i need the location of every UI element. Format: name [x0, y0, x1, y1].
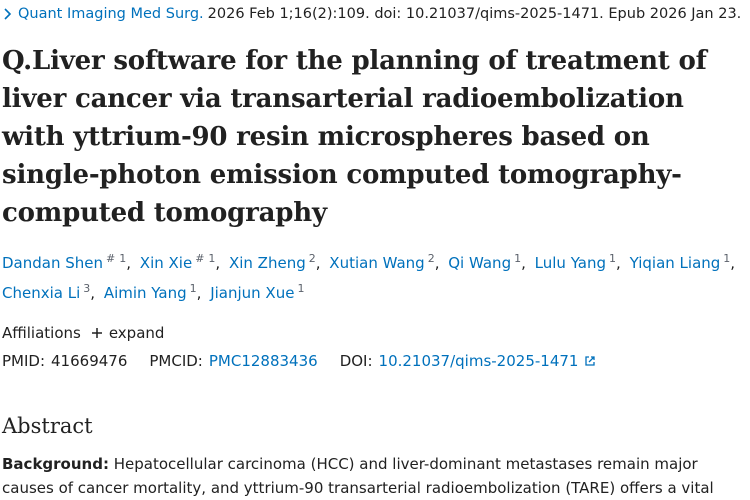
pmid: 41669476 [51, 352, 128, 370]
author-affiliation-marks: 2 [428, 252, 435, 265]
affiliations: Affiliations expand [2, 322, 748, 344]
author-affiliation-marks: 1 [190, 282, 197, 295]
author-affiliation-marks: 1 [723, 252, 730, 265]
pmcid-label: PMCID: [149, 352, 203, 370]
author: Jianjun Xue 1 [210, 282, 304, 302]
affiliation-mark[interactable]: 1 [609, 252, 617, 265]
chevron-icon [4, 8, 12, 20]
abstract-text: Hepatocellular carcinoma (HCC) and liver… [2, 455, 714, 497]
author: Xin Xie #1 [139, 252, 224, 272]
doi-label: DOI: [339, 352, 373, 370]
citation-details: 2026 Feb 1;16(2):109. doi: 10.21037/qims… [207, 6, 742, 22]
author-name[interactable]: Dandan Shen [2, 254, 104, 272]
body: Quant Imaging Med Surg. 2026 Feb 1;16(2)… [0, 4, 750, 500]
author-affiliation-marks: 1 [297, 282, 304, 295]
affiliation-mark[interactable]: # [106, 252, 116, 265]
abstract-paragraph: Background: Hepatocellular carcinoma (HC… [2, 452, 748, 500]
external-link-icon [585, 356, 596, 366]
expand-button[interactable]: expand [91, 322, 165, 344]
author-affiliation-marks: 1 [514, 252, 521, 265]
author: Xin Zheng 2 [228, 252, 325, 272]
article: Quant Imaging Med Surg. 2026 Feb 1;16(2)… [0, 4, 748, 500]
affiliation-mark[interactable]: 1 [208, 252, 216, 265]
author-name[interactable]: Lulu Yang [534, 254, 607, 272]
abstract-label: Background: [2, 455, 109, 473]
affiliation-mark[interactable]: 1 [189, 282, 197, 295]
author-affiliation-marks: 1 [609, 252, 616, 265]
pmcid-link[interactable]: PMC12883436 [208, 352, 318, 370]
author-name[interactable]: Jianjun Xue [210, 284, 295, 302]
author: Aimin Yang 1 [103, 282, 206, 302]
author-affiliation-marks: #1 [106, 252, 126, 265]
abstract-heading: Abstract [2, 414, 93, 438]
author: Xutian Wang 2 [329, 252, 443, 272]
affiliation-mark[interactable]: # [195, 252, 205, 265]
author-affiliation-marks: 2 [309, 252, 316, 265]
affiliation-mark[interactable]: 1 [514, 252, 522, 265]
pmid-label: PMID: [2, 352, 46, 370]
author-name[interactable]: Qi Wang [448, 254, 512, 272]
affiliation-mark[interactable]: 1 [723, 252, 731, 265]
affiliation-mark[interactable]: 2 [308, 252, 316, 265]
affiliations-label: Affiliations [2, 324, 81, 342]
identifiers: PMID: 41669476 PMCID: PMC12883436 DOI: 1… [2, 350, 748, 372]
article-title: Q.Liver software for the planning of tre… [2, 46, 707, 228]
author-name[interactable]: Aimin Yang [103, 284, 187, 302]
author-name[interactable]: Xin Xie [139, 254, 193, 272]
author-name[interactable]: Chenxia Li [2, 284, 81, 302]
affiliation-mark[interactable]: 1 [119, 252, 127, 265]
citation: Quant Imaging Med Surg. 2026 Feb 1;16(2)… [2, 4, 748, 24]
plus-icon [91, 328, 102, 338]
expand-label: expand [108, 324, 165, 342]
affiliation-mark[interactable]: 2 [427, 252, 435, 265]
author: Chenxia Li 3 [2, 282, 99, 302]
affiliation-mark[interactable]: 3 [83, 282, 91, 295]
author: Qi Wang 1 [448, 252, 530, 272]
author-name[interactable]: Xin Zheng [228, 254, 306, 272]
author-name[interactable]: Xutian Wang [329, 254, 425, 272]
author: Lulu Yang 1 [534, 252, 625, 272]
journal-link[interactable]: Quant Imaging Med Surg. [18, 6, 204, 22]
author: Dandan Shen #1 [2, 252, 135, 272]
author: Yiqian Liang 1 [629, 252, 739, 272]
affiliation-mark[interactable]: 1 [297, 282, 305, 295]
author-name[interactable]: Yiqian Liang [629, 254, 721, 272]
author-affiliation-marks: 3 [83, 282, 90, 295]
doi-link[interactable]: 10.21037/qims-2025-1471 [378, 352, 579, 370]
author-affiliation-marks: #1 [195, 252, 215, 265]
